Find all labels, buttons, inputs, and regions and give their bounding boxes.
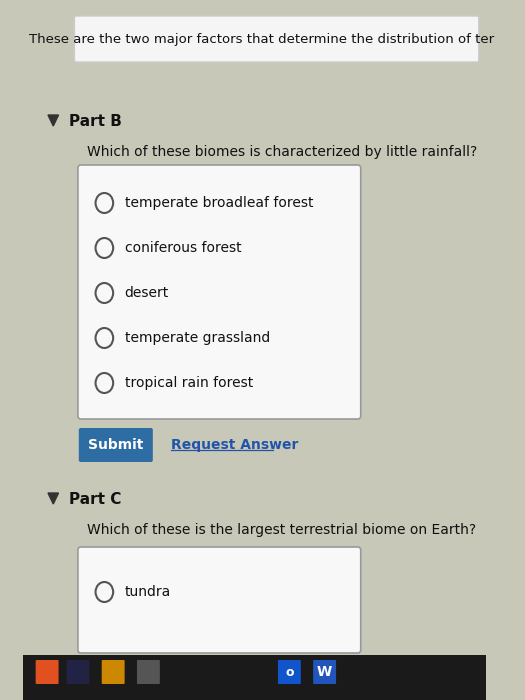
FancyBboxPatch shape	[78, 165, 361, 419]
FancyBboxPatch shape	[23, 655, 486, 700]
FancyBboxPatch shape	[313, 660, 336, 684]
Text: temperate broadleaf forest: temperate broadleaf forest	[124, 196, 313, 210]
Polygon shape	[48, 115, 59, 126]
Text: Part B: Part B	[69, 113, 122, 129]
Text: coniferous forest: coniferous forest	[124, 241, 242, 255]
Text: o: o	[285, 666, 293, 678]
Text: tropical rain forest: tropical rain forest	[124, 376, 253, 390]
FancyBboxPatch shape	[75, 16, 479, 62]
FancyBboxPatch shape	[78, 547, 361, 653]
Text: desert: desert	[124, 286, 169, 300]
FancyBboxPatch shape	[67, 660, 89, 684]
Text: Submit: Submit	[88, 438, 143, 452]
FancyBboxPatch shape	[278, 660, 301, 684]
Text: W: W	[317, 665, 332, 679]
Text: Which of these is the largest terrestrial biome on Earth?: Which of these is the largest terrestria…	[87, 523, 476, 537]
Text: Part C: Part C	[69, 491, 121, 507]
FancyBboxPatch shape	[36, 660, 59, 684]
FancyBboxPatch shape	[79, 428, 153, 462]
Text: Request Answer: Request Answer	[171, 438, 299, 452]
FancyBboxPatch shape	[137, 660, 160, 684]
Text: tundra: tundra	[124, 585, 171, 599]
Polygon shape	[48, 493, 59, 504]
FancyBboxPatch shape	[102, 660, 124, 684]
Text: Which of these biomes is characterized by little rainfall?: Which of these biomes is characterized b…	[87, 145, 477, 159]
Text: temperate grassland: temperate grassland	[124, 331, 270, 345]
Text: These are the two major factors that determine the distribution of ter: These are the two major factors that det…	[29, 34, 493, 46]
